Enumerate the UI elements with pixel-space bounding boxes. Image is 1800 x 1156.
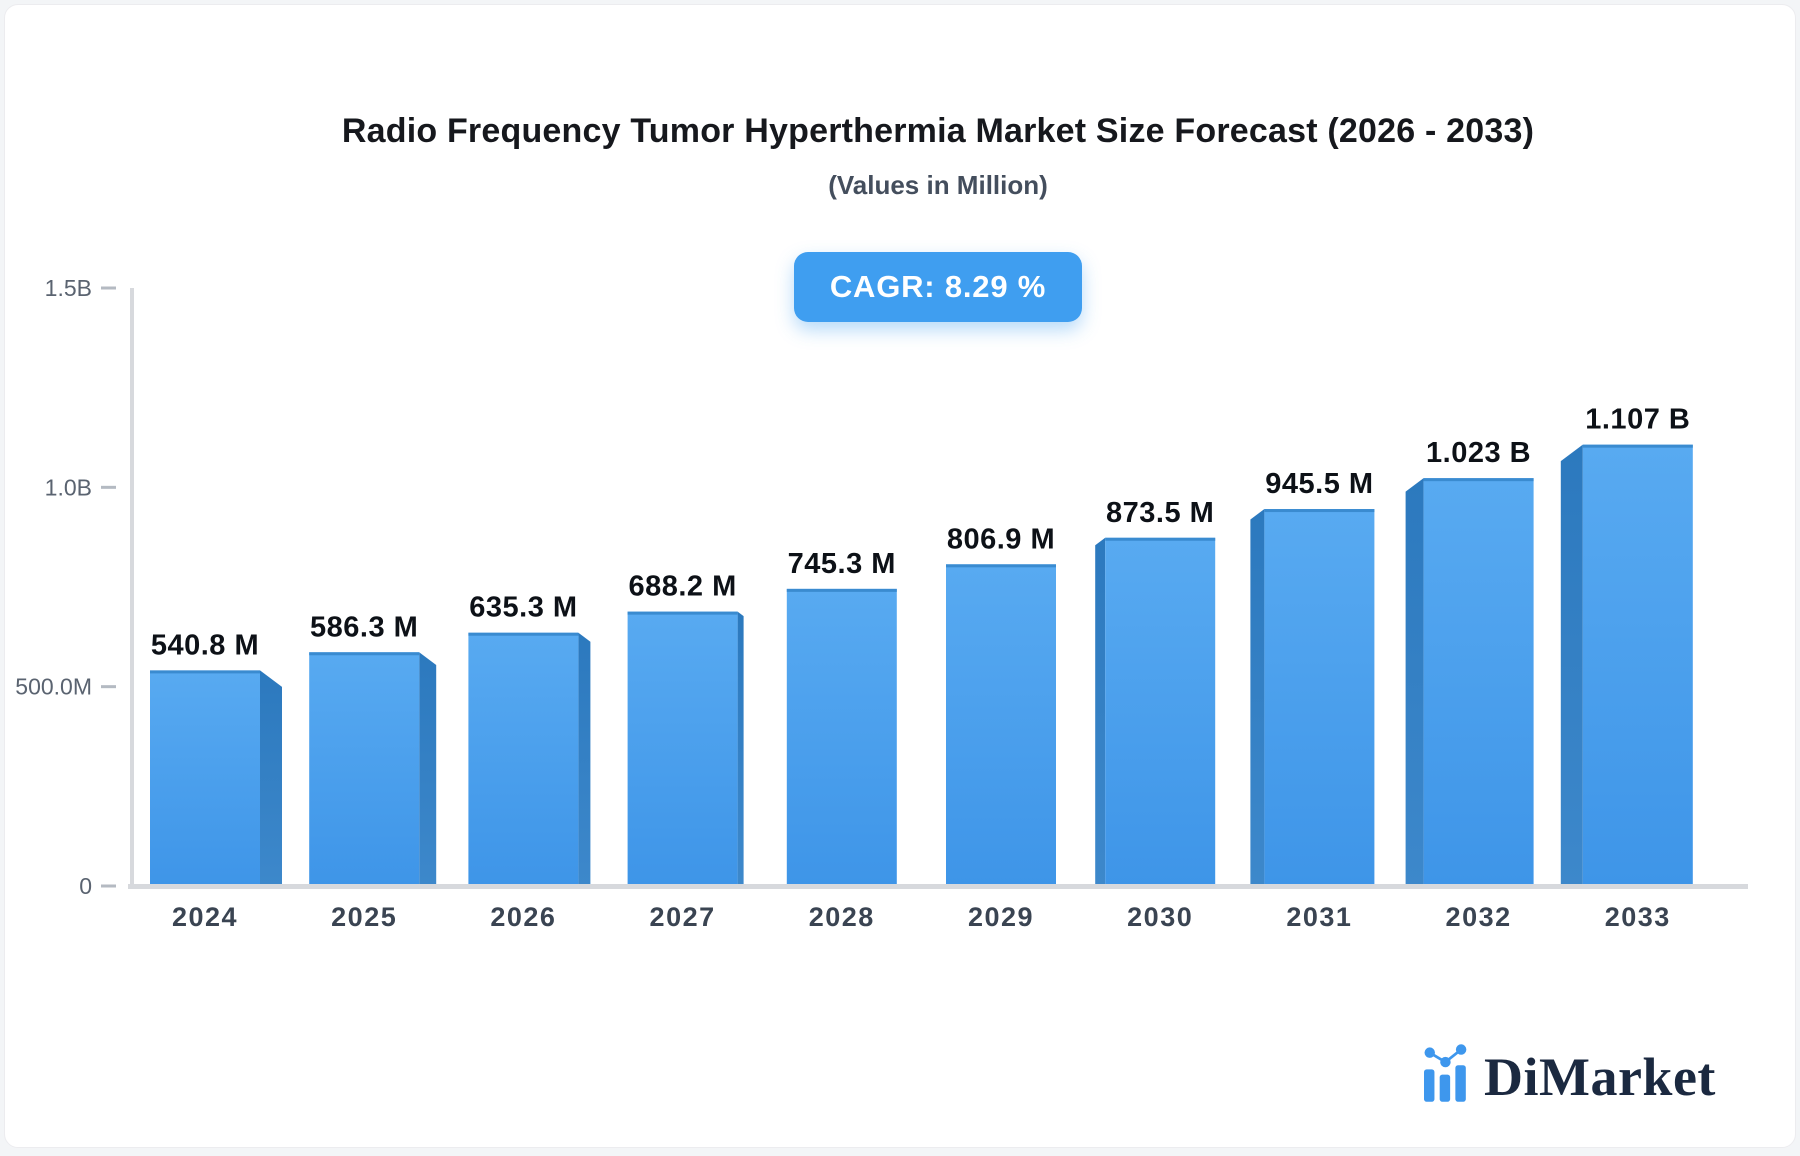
bar-2031	[1250, 509, 1375, 886]
x-axis-label: 2025	[331, 902, 397, 932]
axes	[101, 286, 134, 888]
bar-value-label: 586.3 M	[310, 611, 418, 643]
bar-3d-side	[1095, 537, 1106, 886]
bar-2028	[786, 588, 897, 886]
bar-value-label: 635.3 M	[469, 592, 577, 624]
y-tick-label: 500.0M	[15, 674, 92, 700]
x-axis-label: 2031	[1286, 902, 1352, 932]
bar-value-label: 873.5 M	[1106, 497, 1214, 529]
x-axis-line	[128, 884, 1748, 889]
x-axis-label: 2027	[650, 902, 716, 932]
chart-subtitle: (Values in Million)	[828, 170, 1048, 200]
bar-top-edge	[150, 670, 260, 674]
bar-value-label: 745.3 M	[788, 548, 896, 580]
bar-top-edge	[309, 652, 420, 656]
x-axis-label: 2024	[172, 902, 238, 932]
axis-labels: 0 500.0M 1.0B 1.5B 540.8 M 2024 586.3 M 2025 635…	[15, 275, 1690, 932]
bar-3d-side	[1560, 444, 1583, 886]
bar-face	[1105, 537, 1216, 886]
bar-chart-logo-icon	[1424, 1044, 1467, 1102]
dimarket-logo: DiMarket	[1424, 1042, 1716, 1108]
y-tick-mark	[101, 286, 116, 290]
bars	[150, 444, 1693, 886]
bar-top-edge	[946, 564, 1056, 568]
bar-3d-side	[260, 670, 282, 886]
bar-value-label: 945.5 M	[1265, 468, 1373, 500]
y-tick-mark	[101, 884, 116, 888]
y-tick-mark	[101, 685, 116, 689]
bar-face	[309, 652, 420, 886]
y-tick-label: 0	[79, 873, 92, 899]
bar-face	[786, 588, 897, 886]
bar-3d-side	[1405, 478, 1424, 886]
bar-2032	[1405, 478, 1534, 886]
bar-top-edge	[786, 588, 897, 592]
bar-top-edge	[1105, 537, 1216, 541]
y-tick-label: 1.5B	[45, 275, 92, 301]
y-tick-label: 1.0B	[45, 474, 92, 500]
x-axis-label: 2028	[809, 902, 875, 932]
bar-3d-side	[578, 632, 591, 886]
bar-face	[1582, 444, 1693, 886]
bar-top-edge	[468, 632, 579, 636]
x-axis-label: 2026	[490, 902, 556, 932]
bar-top-edge	[1423, 478, 1534, 482]
bar-2029	[946, 564, 1056, 886]
bar-3d-side	[419, 652, 437, 886]
bar-face	[627, 611, 738, 886]
x-axis-label: 2033	[1605, 902, 1671, 932]
bar-value-label: 806.9 M	[947, 523, 1055, 555]
chart-title: Radio Frequency Tumor Hyperthermia Marke…	[341, 112, 1535, 150]
bar-2024	[150, 670, 282, 886]
x-axis-label: 2032	[1446, 902, 1512, 932]
bar-2027	[627, 611, 744, 886]
dimarket-logo-text: DiMarket	[1484, 1047, 1716, 1108]
y-tick-mark	[101, 485, 116, 489]
bar-face	[150, 670, 260, 886]
y-axis-line	[130, 288, 134, 888]
bar-top-edge	[1264, 509, 1375, 513]
bar-value-label: 540.8 M	[151, 629, 259, 661]
bar-2026	[468, 632, 591, 886]
bar-2025	[309, 652, 437, 886]
bar-face	[1264, 509, 1375, 886]
bar-face	[946, 564, 1056, 886]
bar-3d-side	[737, 611, 744, 886]
bar-value-label: 688.2 M	[628, 571, 736, 603]
x-axis-label: 2029	[968, 902, 1034, 932]
bar-2030	[1095, 537, 1216, 886]
bar-face	[1423, 478, 1534, 886]
bar-2033	[1560, 444, 1693, 886]
bar-value-label: 1.023 B	[1426, 437, 1531, 469]
bar-top-edge	[1582, 444, 1693, 448]
bar-face	[468, 632, 579, 886]
bar-value-label: 1.107 B	[1585, 404, 1690, 436]
cagr-badge-band: CAGR: 8.29 %	[130, 252, 1746, 322]
bar-top-edge	[627, 611, 738, 615]
x-axis-label: 2030	[1127, 902, 1193, 932]
cagr-badge: CAGR: 8.29 %	[793, 252, 1083, 322]
bar-3d-side	[1250, 509, 1265, 886]
x-axis-baseline	[128, 884, 1748, 889]
